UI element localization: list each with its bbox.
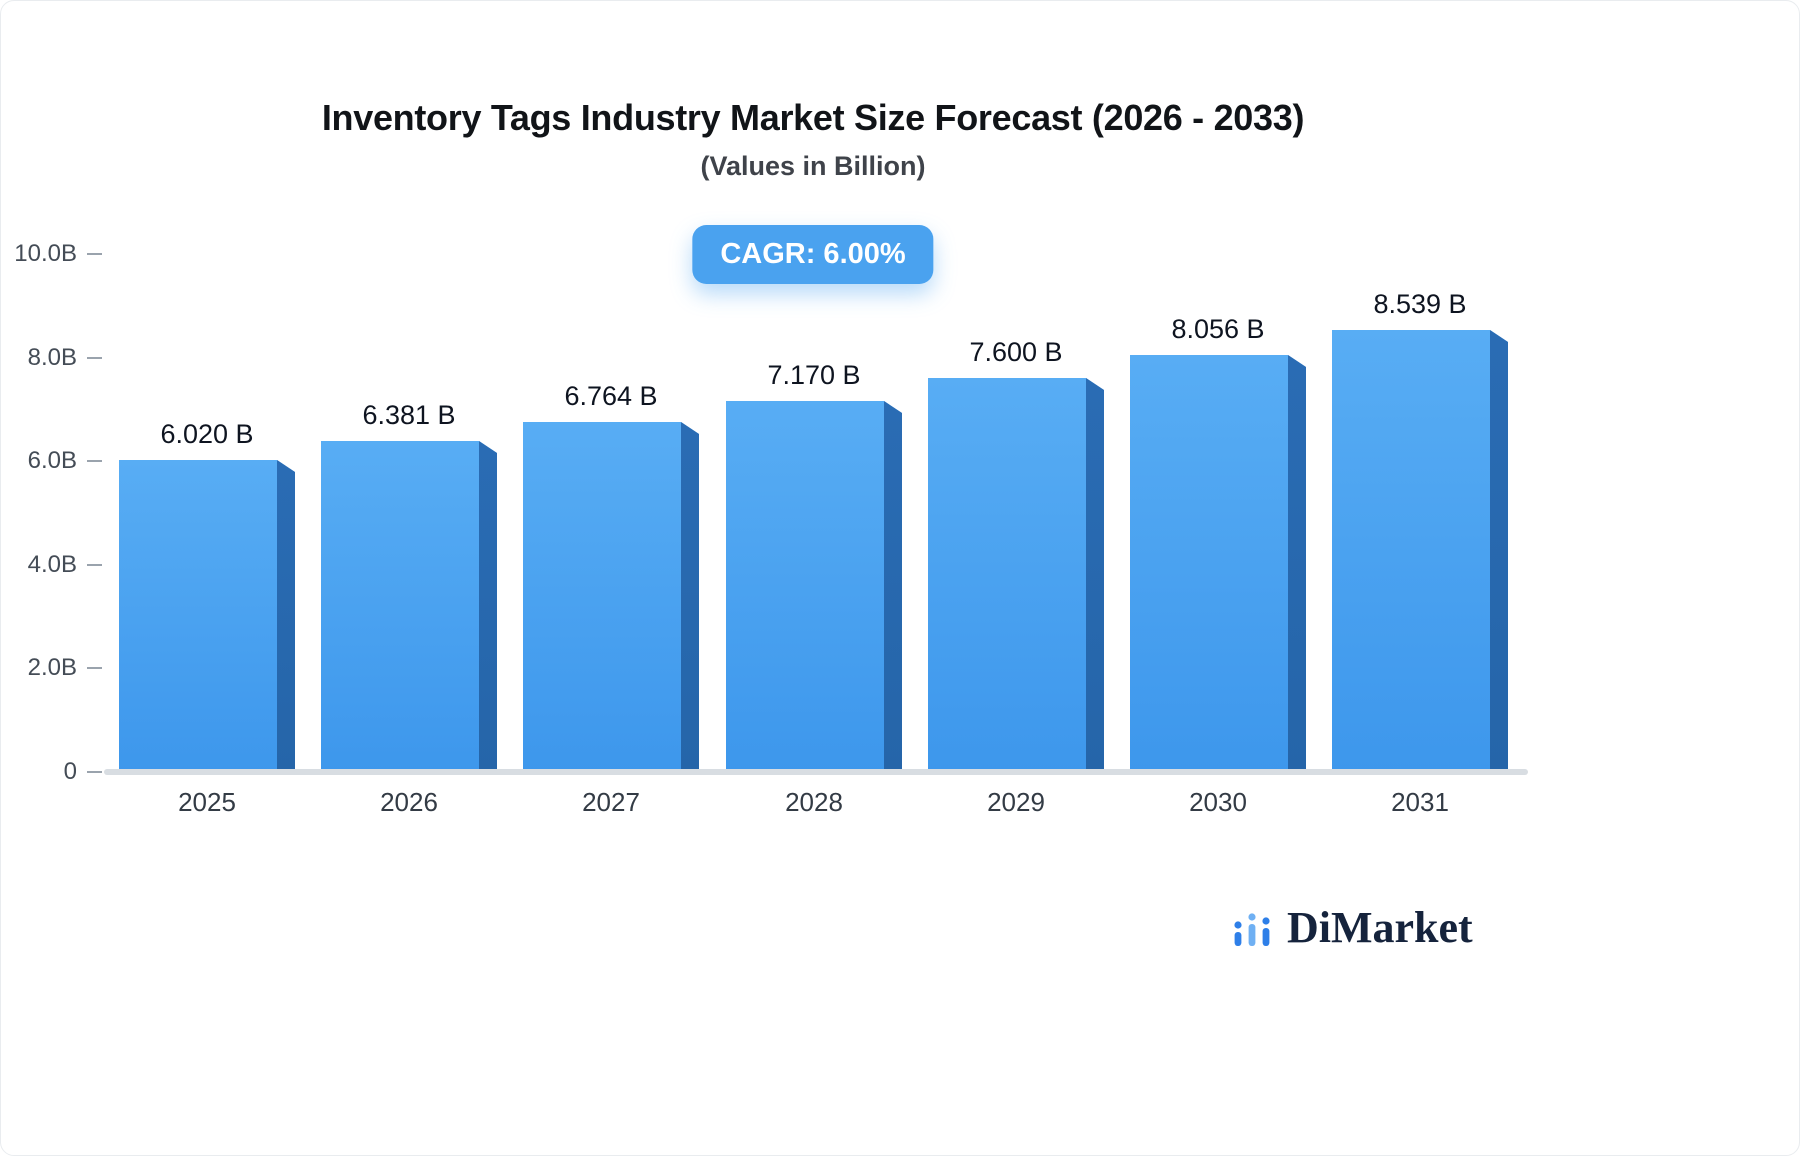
y-axis: 0 2.0B 4.0B 6.0B 8.0B 10.0B (1, 240, 106, 785)
x-axis: 2025 2026 2027 2028 2029 2030 2031 (106, 787, 1521, 823)
bar (1130, 355, 1306, 772)
y-tick-label: 2.0B (27, 654, 77, 682)
y-tick-mark (87, 460, 102, 463)
bar-face (1130, 355, 1306, 772)
x-axis-baseline (104, 769, 1528, 775)
y-tick-label: 8.0B (27, 343, 77, 371)
cagr-badge: CAGR: 6.00% (692, 225, 934, 284)
bar-side-face (681, 422, 699, 772)
bar (726, 401, 902, 772)
y-tick-mark (87, 563, 102, 566)
bar-value-label: 7.600 B (969, 337, 1063, 367)
bar-face (726, 401, 902, 772)
y-tick-label: 6.0B (27, 447, 77, 475)
x-tick-label: 2030 (1189, 787, 1247, 817)
bar-value-label: 7.170 B (767, 360, 861, 390)
bar-side-face (277, 460, 295, 772)
y-tick-label: 0 (63, 758, 77, 785)
y-tick-mark (87, 356, 102, 359)
brand-name: DiMarket (1287, 903, 1473, 952)
bar (1332, 330, 1508, 772)
bar-face (523, 422, 699, 772)
chart-subtitle: (Values in Billion) (700, 151, 926, 181)
bar-value-label: 8.056 B (1171, 314, 1265, 344)
bar-value-label: 6.020 B (160, 419, 254, 449)
y-tick-mark (87, 253, 102, 255)
x-tick-label: 2025 (178, 787, 236, 817)
x-tick-label: 2027 (582, 787, 640, 817)
brand-logo: DiMarket (1229, 904, 1473, 950)
chart-title: Inventory Tags Industry Market Size Fore… (321, 97, 1305, 138)
bar-face (928, 378, 1104, 772)
bar-chart-icon (1229, 904, 1275, 950)
x-tick-label: 2026 (380, 787, 438, 817)
y-tick-label: 10.0B (14, 240, 77, 267)
y-tick-mark (87, 667, 102, 670)
bar-value-label: 6.381 B (362, 400, 456, 430)
bar-value-label: 8.539 B (1373, 289, 1467, 319)
bar (119, 460, 295, 772)
y-tick-label: 4.0B (27, 550, 77, 578)
bar-side-face (1086, 378, 1104, 772)
bar-side-face (479, 441, 497, 772)
bar-side-face (1490, 330, 1508, 772)
bar-side-face (884, 401, 902, 772)
bar (523, 422, 699, 772)
x-tick-label: 2031 (1391, 787, 1449, 817)
bar-face (321, 441, 497, 772)
y-tick-mark (87, 771, 102, 773)
bar-face (119, 460, 295, 772)
x-tick-label: 2029 (987, 787, 1045, 817)
x-tick-label: 2028 (785, 787, 843, 817)
bar (928, 378, 1104, 772)
plot-area: 6.020 B 6.381 B 6.764 B 7.170 B 7.600 B 8.056… (106, 254, 1521, 772)
bar (321, 441, 497, 772)
bar-side-face (1288, 355, 1306, 772)
bar-face (1332, 330, 1508, 772)
bar-value-label: 6.764 B (564, 381, 658, 411)
